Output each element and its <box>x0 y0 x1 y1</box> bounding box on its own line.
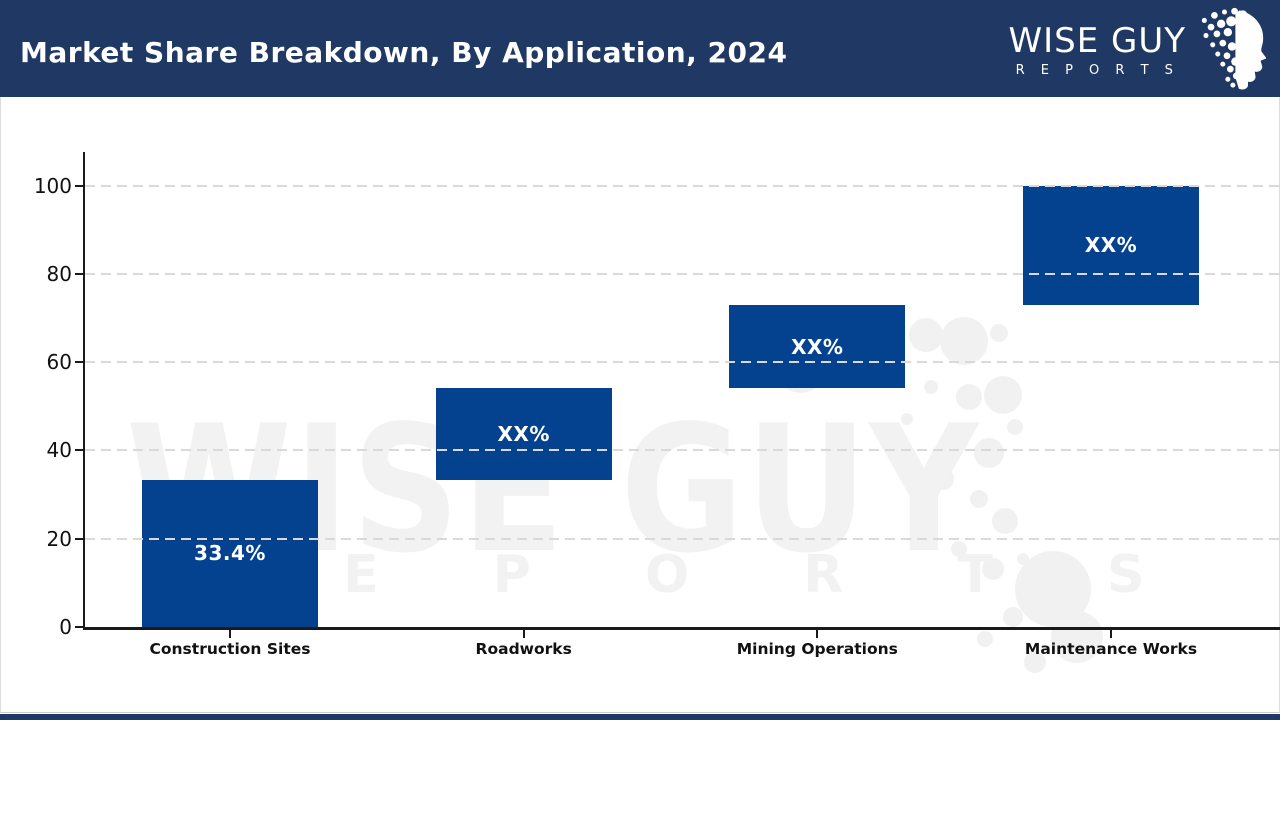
footer-bar <box>0 714 1280 720</box>
bar-value-label: XX% <box>1084 233 1138 258</box>
logo-head-icon <box>1201 7 1266 90</box>
y-tick-mark <box>75 449 83 452</box>
x-tick-mark <box>522 630 525 638</box>
y-axis-tick-label: 0 <box>59 615 72 639</box>
y-axis-tick-label: 100 <box>33 173 72 198</box>
bar-maintenance-works: XX% <box>1023 185 1199 306</box>
header-banner: Market Share Breakdown, By Application, … <box>0 0 1280 97</box>
logo-subtitle: R E P O R T S <box>1015 62 1179 78</box>
logo-text: WISE GUY R E P O R T S <box>1008 21 1186 78</box>
y-tick-mark <box>75 626 83 628</box>
x-tick-mark <box>229 630 231 638</box>
logo-wordmark: WISE GUY <box>1008 20 1186 61</box>
y-tick-mark <box>75 361 83 364</box>
x-tick-mark <box>1110 630 1112 638</box>
bar-roadworks: XX% <box>435 388 612 480</box>
watermark-subtitle: R E P O R T S <box>189 545 1193 605</box>
y-tick-mark <box>75 272 83 275</box>
bar-value-label: 33.4% <box>194 541 266 566</box>
y-axis-tick-label: 80 <box>46 261 72 286</box>
bar-mining-operations: XX% <box>729 305 906 389</box>
y-axis-tick-label: 40 <box>46 438 72 463</box>
y-tick-mark <box>75 537 83 540</box>
gridline-100 <box>85 184 1280 187</box>
x-axis-category-label: Roadworks <box>475 640 572 658</box>
y-axis-tick-label: 60 <box>46 350 72 375</box>
y-axis-line <box>83 152 85 629</box>
gridline-40 <box>85 449 1280 452</box>
y-tick-mark <box>75 184 83 187</box>
x-axis-category-label: Construction Sites <box>149 640 311 658</box>
x-axis-category-label: Maintenance Works <box>1024 640 1198 658</box>
bar-value-label: XX% <box>791 334 844 359</box>
page-title: Market Share Breakdown, By Application, … <box>20 36 788 69</box>
x-tick-mark <box>816 630 819 638</box>
x-axis-line <box>83 627 1280 630</box>
x-axis-category-label: Mining Operations <box>736 640 898 658</box>
bar-value-label: XX% <box>497 421 550 446</box>
gridline-60 <box>85 361 1280 364</box>
bar-construction-sites: 33.4% <box>142 479 318 627</box>
y-axis-tick-label: 20 <box>46 526 72 551</box>
gridline-80 <box>85 272 1280 275</box>
gridline-20 <box>85 537 1280 540</box>
wise-guy-reports-logo: WISE GUY R E P O R T S <box>1008 6 1266 92</box>
